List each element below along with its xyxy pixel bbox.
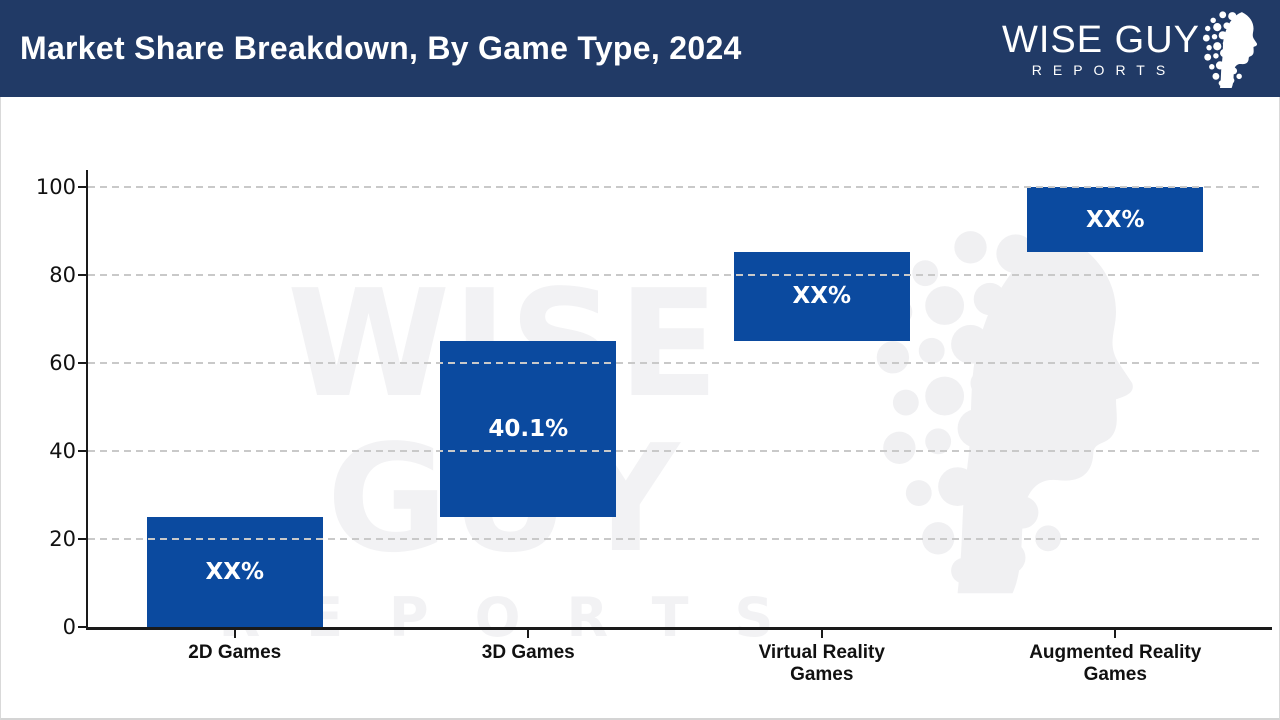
bar-3: XX%	[733, 252, 910, 341]
x-tick-mark	[233, 630, 236, 638]
bar-2: 40.1%	[440, 340, 617, 517]
bar-value-label: 40.1%	[488, 415, 569, 442]
bar-4: XX%	[1027, 187, 1204, 253]
y-tick-label: 80	[49, 263, 76, 287]
y-tick-label: 40	[49, 439, 76, 463]
y-tick-label: 20	[49, 527, 76, 551]
x-tick-mark	[527, 630, 530, 638]
watermark-face-icon	[876, 231, 1133, 594]
gridline-y-80	[88, 274, 1262, 276]
y-tick-mark	[78, 362, 86, 364]
y-tick-label: 100	[35, 175, 76, 199]
logo-wordmark: WISE GUY	[1001, 18, 1200, 61]
plot-area: 0 20 40 60 80 100 XX% 2D Games 40.1% 3D Games XX% V…	[36, 170, 1272, 685]
gridline-y-20	[88, 538, 1262, 540]
logo-text: WISE GUY REPORTS	[1002, 21, 1200, 78]
y-tick-label: 0	[62, 615, 76, 639]
logo-face-icon	[1202, 11, 1258, 88]
bar-value-label: XX%	[205, 559, 265, 585]
gridline-y-40	[88, 450, 1262, 452]
y-tick-label: 60	[49, 351, 76, 375]
x-category-label: 2D Games	[188, 642, 282, 663]
y-tick-mark	[78, 186, 86, 188]
gridline-y-100	[88, 186, 1262, 188]
wise-guy-logo: WISE GUY REPORTS	[1002, 6, 1272, 92]
header-bar: Market Share Breakdown, By Game Type, 20…	[0, 0, 1280, 97]
y-tick-mark	[78, 450, 86, 452]
bar-value-label: XX%	[1085, 206, 1145, 233]
x-category-label: Virtual Reality Games	[758, 642, 885, 685]
y-axis-line	[86, 170, 88, 630]
x-tick-mark	[1114, 630, 1117, 638]
logo-subtitle: REPORTS	[1031, 61, 1177, 78]
x-axis-line	[86, 627, 1272, 630]
y-tick-mark	[78, 538, 86, 540]
y-tick-mark	[78, 274, 86, 276]
x-category-label: Augmented Reality Games	[1029, 642, 1202, 685]
y-tick-mark	[78, 626, 86, 628]
bar-1: XX%	[146, 517, 323, 627]
x-tick-mark	[820, 630, 823, 638]
x-category-label: 3D Games	[481, 642, 575, 663]
bar-value-label: XX%	[792, 283, 852, 310]
page-title: Market Share Breakdown, By Game Type, 20…	[20, 29, 742, 66]
gridline-y-60	[88, 362, 1262, 364]
